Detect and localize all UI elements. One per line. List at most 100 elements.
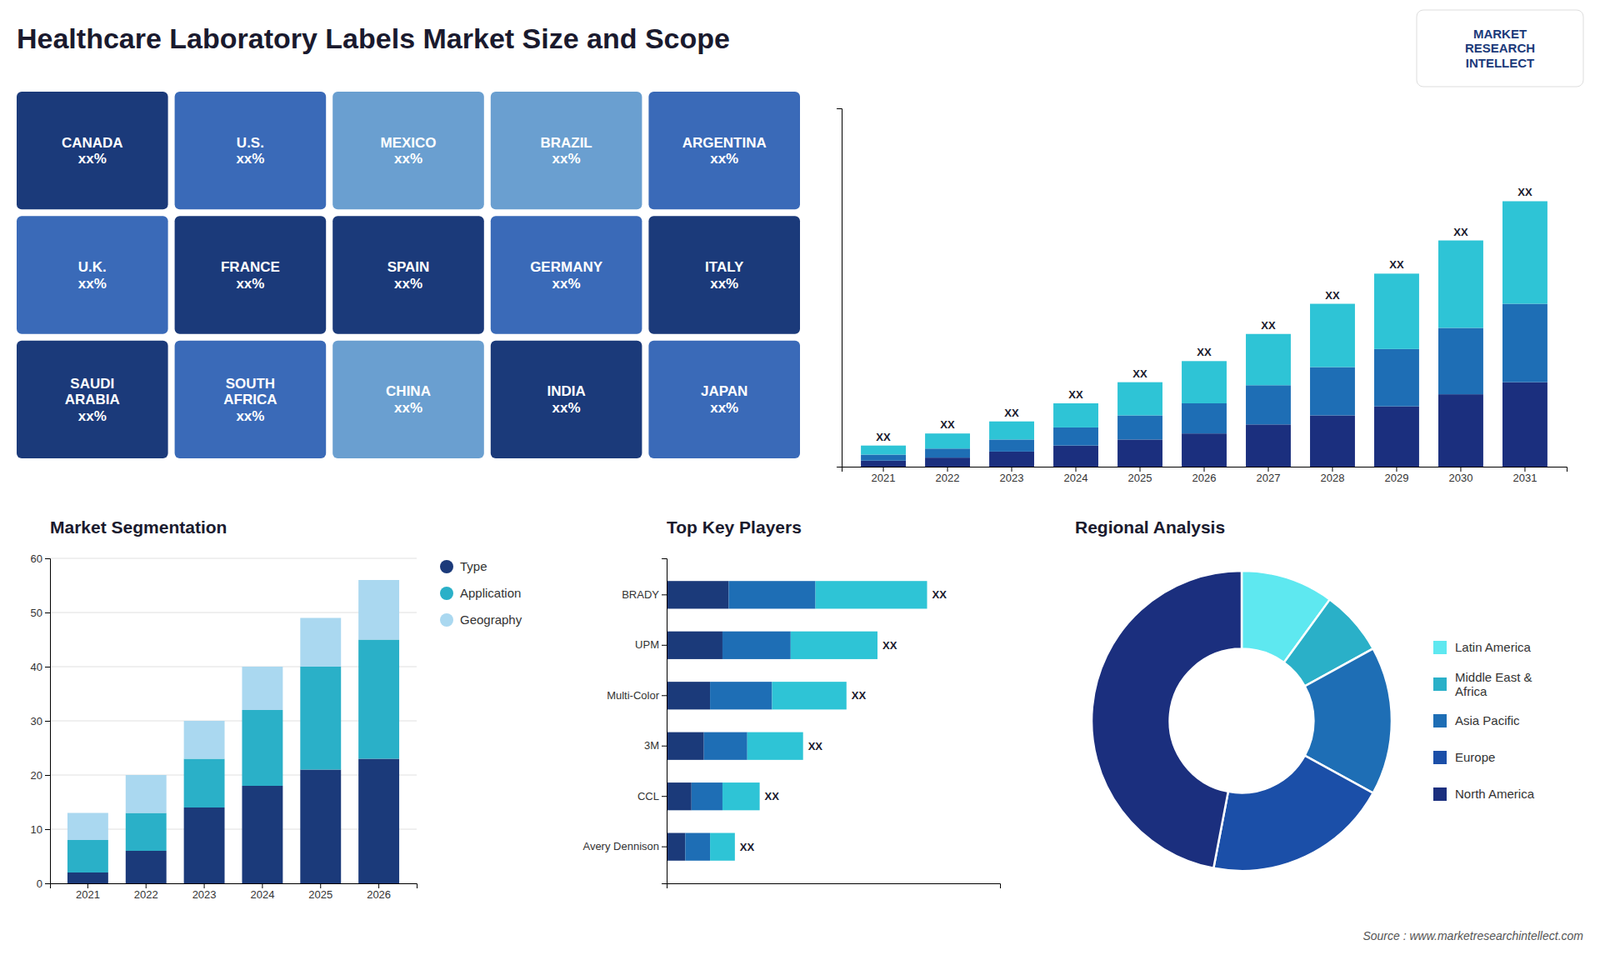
bar [241,710,283,786]
country-tile [490,91,643,210]
tick-label: 0 [36,877,43,890]
legend-label: Asia Pacific [1455,713,1520,728]
tick-label: 2022 [935,471,960,485]
bar [691,782,723,810]
bar [1502,304,1548,383]
bar [1374,349,1420,407]
text-line: Europe [1455,750,1495,765]
country-tile-group: SOUTHAFRICAxx% [175,340,327,459]
chart-page: CANADAxx%U.S.xx%MEXICOxx%BRAZILxx%ARGENT… [0,0,1600,955]
legend-item: Latin America [1433,640,1532,655]
bar [184,807,225,884]
text-line: xx% [78,408,107,425]
legend-label: Latin America [1455,640,1532,655]
tick-mark [261,883,263,889]
logo-box [1416,10,1584,87]
bar [1181,360,1227,404]
bar [1310,367,1355,416]
country-tile [16,215,169,334]
y-axis: BRADYUPMMulti-Color3MCCLAvery Dennison [582,559,667,885]
country-label: ITALYxx% [705,259,745,292]
text-line: AFRICA [223,391,277,408]
bar [989,439,1035,451]
bar [666,732,705,760]
data-label: XX [1325,289,1340,302]
bar [710,833,735,861]
text-line: SAUDI [70,375,115,392]
tick-label: 2026 [1192,471,1217,485]
tick: 0 [36,877,50,890]
data-labels: XXXXXXXXXXXXXXXXXXXXXX [875,185,1533,443]
bar [358,640,400,760]
y-axis: 0102030405060 [30,552,51,890]
bar [358,759,400,885]
text-line: CHINA [385,384,431,400]
tick-label: 2024 [1064,471,1089,485]
tick-mark [45,558,50,560]
country-tile [490,340,643,459]
bar [685,833,710,861]
bars [860,200,1548,467]
bar [1245,334,1291,386]
text-line: MEXICO [380,135,436,151]
tick-label: 2022 [134,888,159,901]
bar-chart: 2021202220232024202520262027202820292030… [836,109,1568,485]
country-tile-group: GERMANYxx% [490,215,643,334]
donut [1091,570,1392,871]
text-line: xx% [710,275,739,292]
tick-label: 2030 [1449,471,1474,485]
bar [67,840,109,873]
bar [666,833,685,861]
bar [358,580,400,640]
data-label: XX [1132,367,1148,380]
country-tile [175,340,327,459]
bar [1310,415,1355,467]
text-line: xx% [552,275,581,292]
tick: 2021 [75,883,100,901]
bar [666,580,729,609]
country-label: U.S.xx% [235,135,265,168]
tick-mark [661,846,667,848]
country-tile [16,340,169,459]
bar [125,775,167,814]
tick: 2023 [1000,466,1025,485]
bar [241,666,283,710]
country-label: JAPANxx% [700,384,748,417]
data-label: XX [808,740,824,753]
text-line: U.S. [236,135,265,151]
tick: 2025 [1128,466,1153,485]
bar-series [666,580,729,861]
logo: MARKETRESEARCHINTELLECT [1416,10,1584,87]
legend-label: Type [460,559,488,574]
tick-mark [45,775,50,776]
tick: Avery Dennison [582,840,667,853]
text-line: SOUTH [225,375,276,392]
bar [710,681,772,710]
legend-label: North America [1455,786,1535,801]
tick-mark [1075,466,1077,472]
legend-swatch [440,613,454,627]
legend-swatch [440,560,454,574]
bar [722,631,791,660]
tick: 2026 [366,883,391,901]
tick: 2027 [1256,466,1281,485]
tick: 40 [30,660,50,674]
tick-mark [1204,466,1205,472]
text-line: xx% [235,150,265,167]
country-label: MEXICOxx% [380,135,436,168]
country-label: GERMANYxx% [530,259,604,292]
tick-label: 50 [30,606,43,620]
bar [860,455,906,461]
x-axis: 202120222023202420252026 [50,883,418,901]
country-label: INDIAxx% [546,384,585,417]
text-line: ARGENTINA [682,135,767,151]
data-label: XX [1453,225,1469,239]
text-line: GERMANY [530,259,604,275]
tick-label: 2026 [366,888,391,901]
tick-mark [661,645,667,646]
tick-mark [1524,466,1525,472]
bar [925,448,970,458]
tick: 2031 [1512,466,1537,485]
tick-label: 2025 [1128,471,1153,485]
bar [1053,445,1099,467]
